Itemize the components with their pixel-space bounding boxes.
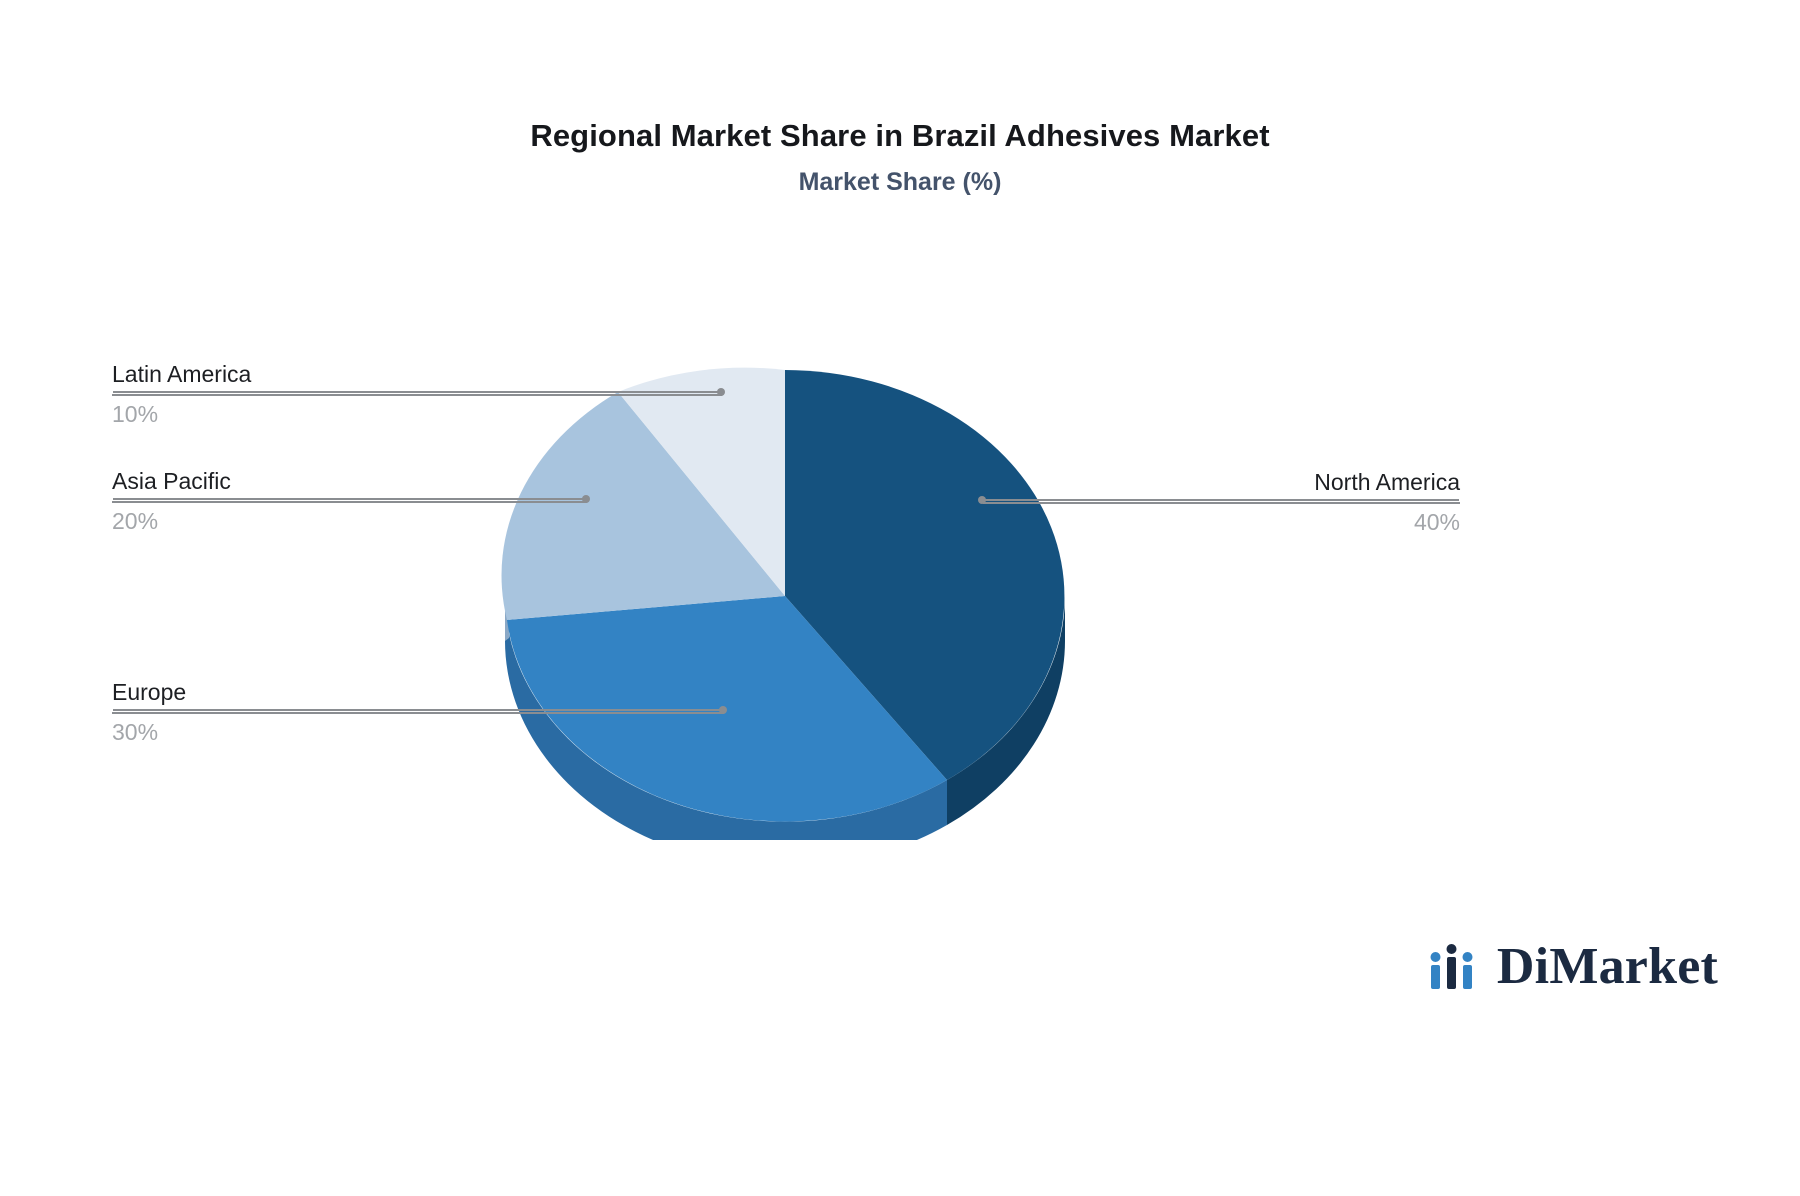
pie-slice-europe[interactable] [507,596,947,822]
pie-svg [501,367,1065,840]
callout-latin-america[interactable]: Latin America 10% [112,362,722,426]
bar-chart-icon [1430,943,1473,989]
callout-europe[interactable]: Europe 30% [112,680,724,744]
callout-label-latin-america: Latin America [112,361,252,387]
pie-slices [501,367,1065,822]
callout-rule-north-america [983,502,1460,505]
callout-value-north-america: 40% [1413,509,1460,536]
pie-slice-asia-pacific[interactable] [501,392,785,620]
callout-label-north-america: North America [1314,469,1460,495]
callout-asia-pacific[interactable]: Asia Pacific 20% [112,469,587,533]
callout-rule-asia-pacific [112,501,587,504]
pie-chart [500,320,1070,840]
callout-north-america[interactable]: North America 40% [983,470,1460,534]
callout-rule-latin-america [112,394,722,397]
brand-logo[interactable]: DiMarket [1429,937,1718,996]
callout-value-europe: 30% [112,719,159,746]
chart-subtitle: Market Share (%) [798,168,1002,196]
pie-slice-north-america[interactable] [785,370,1065,780]
callout-rule-europe [112,712,724,715]
callout-label-asia-pacific: Asia Pacific [112,468,231,494]
callout-label-europe: Europe [112,679,187,705]
pie-depth-north-america [947,596,1065,825]
brand-name: DiMarket [1496,938,1718,995]
callout-value-latin-america: 10% [112,401,159,428]
callout-value-asia-pacific: 20% [112,508,159,535]
chart-title: Regional Market Share in Brazil Adhesive… [530,118,1270,153]
pie-slice-latin-america[interactable] [618,367,785,596]
pie-depth-europe [505,596,947,840]
